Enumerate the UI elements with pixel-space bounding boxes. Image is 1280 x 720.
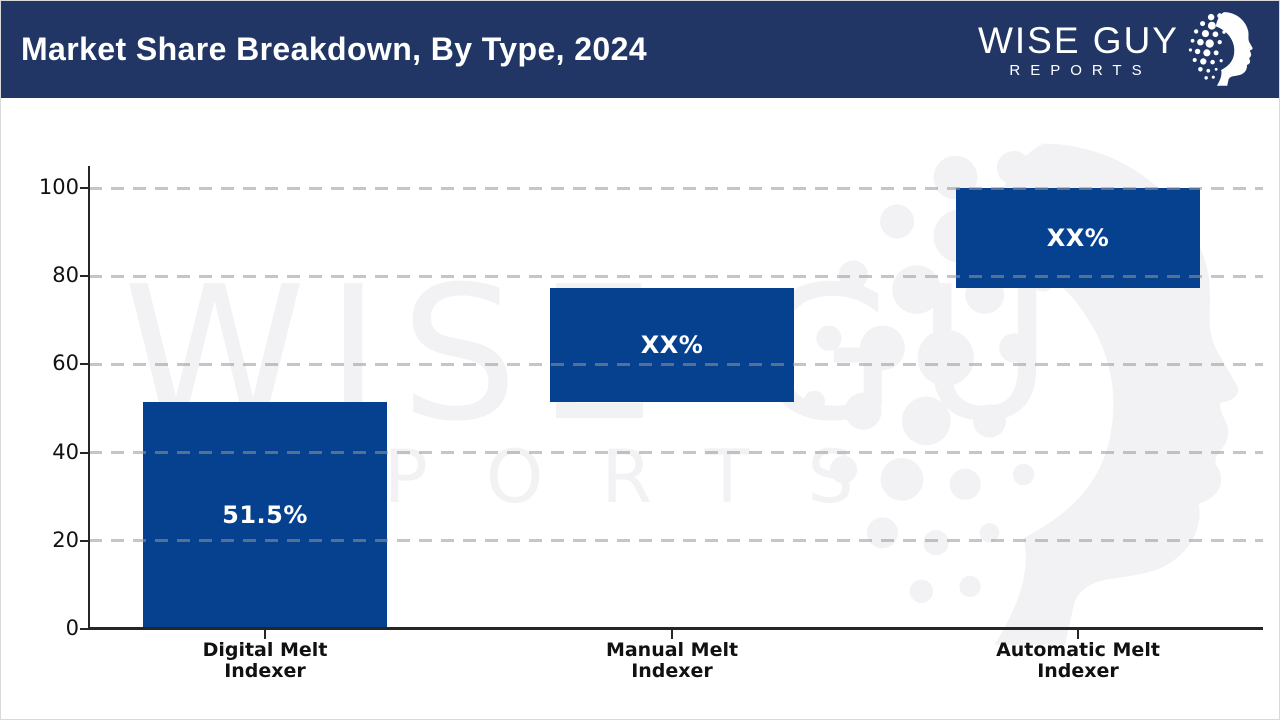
y-tick-label: 100 <box>38 175 79 199</box>
x-tick-label-line: Digital Melt <box>202 639 328 661</box>
y-tick-mark <box>80 275 88 278</box>
y-tick-mark <box>80 451 88 454</box>
y-tick-label: 60 <box>52 351 79 376</box>
gridline <box>89 274 1263 278</box>
x-tick-mark <box>1077 630 1079 639</box>
x-tick-label-line: Indexer <box>224 660 306 682</box>
x-tick-mark <box>671 630 673 639</box>
x-tick-label-line: Manual Melt <box>605 639 739 661</box>
gridline <box>89 451 1263 455</box>
gridline <box>89 186 1263 190</box>
y-tick-label: 80 <box>52 263 79 288</box>
y-tick-label: 40 <box>52 439 79 464</box>
wise-guy-logo: WISE GUY REPORTS <box>978 10 1255 90</box>
x-tick-label-line: Indexer <box>1037 660 1119 682</box>
x-tick-label-manual-melt-indexer: Manual Melt Indexer <box>542 640 802 682</box>
x-tick-label-line: Indexer <box>631 660 713 682</box>
x-tick-label-line: Automatic Melt <box>996 639 1160 661</box>
x-tick-label-automatic-melt-indexer: Automatic Melt Indexer <box>948 640 1208 682</box>
y-axis-line <box>88 166 90 629</box>
logo-reports-text: REPORTS <box>1009 61 1152 79</box>
y-tick-label: 20 <box>52 527 79 552</box>
page-title: Market Share Breakdown, By Type, 2024 <box>21 31 648 67</box>
bar-automatic-melt-indexer <box>956 188 1200 288</box>
bar-value-label: XX% <box>1046 223 1110 252</box>
bar-digital-melt-indexer <box>143 401 387 629</box>
header: Market Share Breakdown, By Type, 2024 WI… <box>1 1 1279 98</box>
y-tick-label: 0 <box>65 616 79 640</box>
bar-value-label: 51.5% <box>222 501 308 530</box>
x-axis-line <box>88 627 1263 630</box>
bar-manual-melt-indexer <box>550 287 794 402</box>
x-tick-label-digital-melt-indexer: Digital Melt Indexer <box>135 640 395 682</box>
x-tick-mark <box>264 630 266 639</box>
y-tick-mark <box>80 539 88 542</box>
y-tick-mark <box>80 187 88 189</box>
gridline <box>89 539 1263 543</box>
gridline <box>89 362 1263 366</box>
bar-value-label: XX% <box>640 330 704 359</box>
y-tick-mark <box>80 363 88 366</box>
y-tick-mark <box>80 628 88 630</box>
logo-brand-text: WISE GUY <box>977 19 1179 61</box>
logo-face-icon <box>1188 11 1253 86</box>
